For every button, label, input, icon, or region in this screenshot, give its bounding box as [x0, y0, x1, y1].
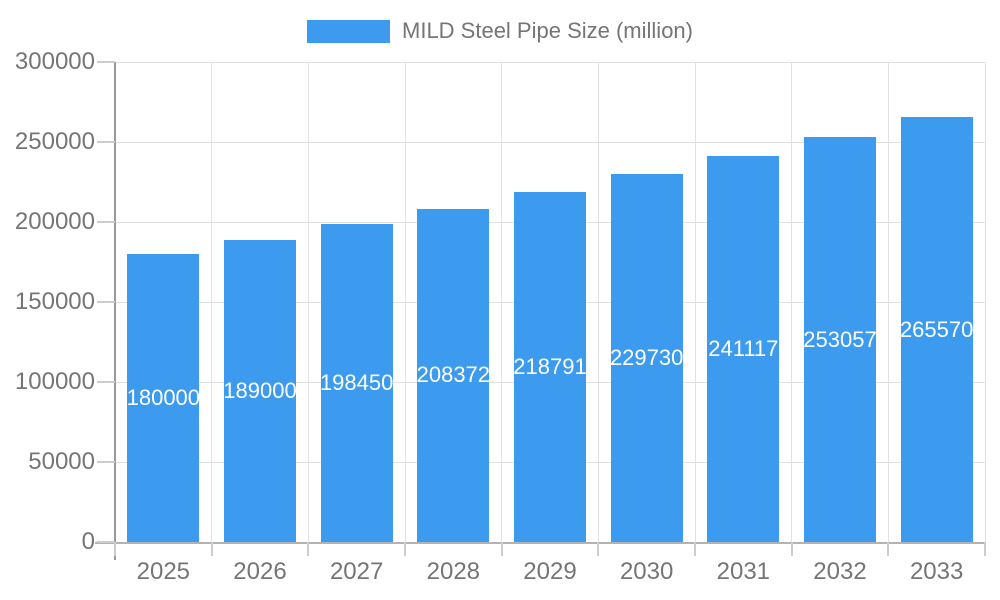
- x-tick-label-2030: 2030: [619, 558, 674, 585]
- y-axis-tick: [97, 381, 115, 383]
- x-tick-label-2033: 2033: [909, 558, 964, 585]
- x-axis-tick: [790, 542, 793, 556]
- grid-line-vertical: [307, 62, 309, 542]
- x-axis-tick: [984, 542, 986, 556]
- x-axis-tick: [114, 542, 116, 556]
- grid-line-vertical: [597, 62, 599, 542]
- bar-value-label: 189000: [223, 377, 297, 403]
- x-axis-tick: [887, 542, 890, 556]
- x-tick-label-2025: 2025: [136, 558, 191, 585]
- bar-value-label: 229730: [609, 345, 684, 371]
- bar-2033[interactable]: [900, 117, 973, 542]
- bar-2026[interactable]: [223, 239, 296, 542]
- bar-2028[interactable]: [417, 208, 490, 542]
- bar-2025[interactable]: [127, 254, 200, 542]
- legend[interactable]: MILD Steel Pipe Size (million): [0, 19, 1000, 43]
- grid-line-vertical: [887, 62, 889, 542]
- legend-label: MILD Steel Pipe Size (million): [402, 18, 693, 43]
- y-axis-tick: [97, 461, 115, 463]
- y-axis-tick: [97, 301, 115, 303]
- x-axis-tick: [307, 542, 310, 556]
- x-axis-tick: [210, 542, 213, 556]
- y-tick-label-150000: 150000: [14, 288, 95, 315]
- bar-2032[interactable]: [803, 137, 876, 542]
- y-axis-line: [114, 62, 116, 560]
- x-tick-label-2032: 2032: [813, 558, 867, 585]
- bar-2029[interactable]: [513, 191, 586, 542]
- y-tick-label-250000: 250000: [14, 128, 95, 155]
- plot-area: 180000 189000 198450 208372 218791 229730 2411…: [115, 61, 986, 542]
- legend-swatch[interactable]: [307, 19, 390, 43]
- y-axis-tick: [97, 541, 115, 543]
- x-axis-tick: [404, 542, 406, 556]
- x-axis-tick: [694, 542, 696, 556]
- grid-line-vertical: [501, 62, 503, 542]
- bar-value-label: 198450: [319, 370, 394, 396]
- grid-line-horizontal: [115, 61, 985, 63]
- x-tick-label-2026: 2026: [233, 558, 287, 585]
- y-tick-label-200000: 200000: [14, 208, 95, 235]
- y-axis-tick: [97, 221, 115, 223]
- bar-2031[interactable]: [707, 156, 780, 542]
- grid-line-vertical: [694, 62, 696, 542]
- bar-value-label: 208372: [416, 362, 491, 388]
- x-axis-tick: [500, 542, 503, 556]
- x-tick-label-2028: 2028: [426, 558, 481, 585]
- bar-value-label: 180000: [126, 385, 201, 410]
- y-tick-label-0: 0: [81, 528, 95, 555]
- bar-value-label: 265570: [899, 316, 974, 342]
- y-tick-label-50000: 50000: [28, 448, 95, 475]
- y-axis-tick: [97, 61, 115, 63]
- grid-line-vertical: [404, 62, 406, 542]
- x-tick-label-2029: 2029: [523, 558, 577, 585]
- grid-line-vertical: [791, 62, 793, 542]
- y-tick-label-100000: 100000: [14, 368, 95, 395]
- x-axis-tick: [597, 542, 600, 556]
- bar-value-label: 218791: [513, 353, 587, 379]
- y-tick-label-300000: 300000: [14, 48, 95, 75]
- grid-line-horizontal: [115, 141, 985, 143]
- bar-2027[interactable]: [320, 224, 393, 542]
- grid-line-vertical: [211, 62, 213, 542]
- x-tick-label-2031: 2031: [716, 558, 771, 585]
- grid-line-vertical: [984, 62, 986, 542]
- x-tick-label-2027: 2027: [329, 558, 384, 585]
- bar-value-label: 241117: [708, 336, 779, 362]
- y-axis-tick: [97, 141, 115, 143]
- x-axis-line: [95, 542, 985, 544]
- bar-2030[interactable]: [610, 174, 683, 542]
- bar-value-label: 253057: [803, 326, 877, 352]
